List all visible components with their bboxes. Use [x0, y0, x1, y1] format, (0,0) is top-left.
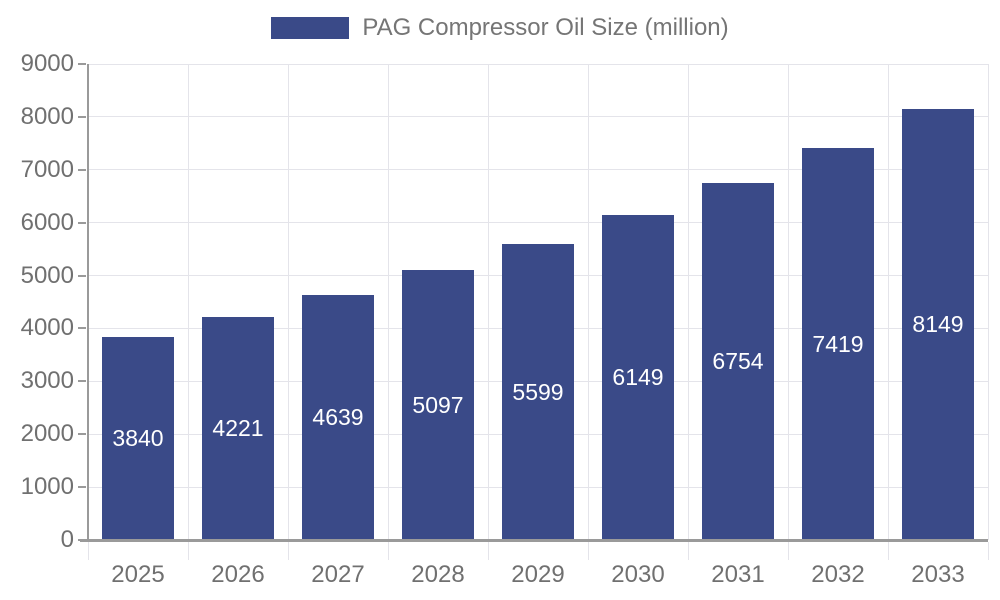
- h-gridline: [88, 116, 988, 118]
- bar-value-label: 4639: [312, 404, 364, 430]
- x-tick-label: 2029: [511, 561, 565, 588]
- x-tick-label: 2028: [411, 561, 465, 588]
- bar: 6754: [702, 183, 774, 540]
- x-tick-label: 2026: [211, 561, 265, 588]
- y-axis-tick: [78, 115, 86, 118]
- y-axis-tick: [78, 168, 86, 171]
- bar-value-label: 7419: [812, 330, 864, 357]
- x-tick-label: 2032: [811, 561, 865, 588]
- y-tick-label: 4000: [20, 314, 74, 342]
- y-axis-tick: [78, 433, 86, 436]
- legend-swatch: [271, 17, 350, 39]
- y-tick-label: 5000: [20, 261, 74, 289]
- x-axis-tick: [687, 542, 689, 560]
- y-axis-tick: [78, 274, 86, 277]
- x-tick-label: 2033: [911, 561, 965, 588]
- x-tick-label: 2031: [711, 561, 765, 588]
- x-axis-tick: [887, 542, 889, 560]
- v-gridline: [987, 64, 989, 540]
- x-tick-label: 2030: [611, 561, 665, 588]
- v-gridline: [787, 64, 789, 540]
- v-gridline: [387, 64, 389, 540]
- bar-value-label: 6149: [612, 364, 664, 390]
- y-tick-label: 8000: [20, 102, 74, 130]
- y-tick-label: 6000: [20, 208, 74, 236]
- v-gridline: [687, 64, 689, 540]
- y-axis-line: [87, 64, 89, 540]
- y-tick-label: 1000: [20, 473, 74, 501]
- x-axis-tick: [387, 542, 389, 560]
- bar-value-label: 4221: [212, 415, 264, 441]
- h-gridline: [88, 169, 988, 171]
- y-axis-tick: [78, 380, 86, 383]
- y-axis-tick: [78, 486, 86, 489]
- bar: 8149: [902, 109, 974, 540]
- chart-legend[interactable]: PAG Compressor Oil Size (million): [0, 14, 1000, 42]
- v-gridline: [587, 64, 589, 540]
- x-axis-tick: [987, 542, 989, 560]
- bar: 4639: [302, 295, 374, 540]
- bar-value-label: 8149: [912, 311, 964, 337]
- bar: 5097: [402, 270, 474, 540]
- x-axis-tick: [787, 542, 789, 560]
- v-gridline: [487, 64, 489, 540]
- y-tick-label: 2000: [20, 420, 74, 448]
- x-tick-label: 2027: [311, 561, 365, 588]
- x-axis-tick: [287, 542, 289, 560]
- v-gridline: [887, 64, 889, 540]
- x-axis-line: [80, 539, 988, 542]
- plot-area: 3840 4221 4639 5097 5599 6149 6754 7419 8149: [88, 63, 989, 540]
- bar-value-label: 3840: [112, 425, 164, 451]
- bar: 3840: [102, 337, 174, 540]
- y-axis-tick: [78, 539, 86, 541]
- v-gridline: [187, 64, 189, 540]
- bar-value-label: 5097: [412, 391, 464, 418]
- v-gridline: [287, 64, 289, 540]
- bar: 5599: [502, 244, 574, 540]
- y-tick-label: 0: [60, 526, 74, 553]
- bar: 7419: [802, 148, 874, 540]
- y-axis-tick: [78, 327, 86, 330]
- h-gridline: [88, 63, 988, 65]
- x-axis-tick: [487, 542, 489, 560]
- bar: 6149: [602, 215, 674, 540]
- y-tick-label: 7000: [20, 155, 74, 183]
- y-axis-tick: [78, 63, 86, 65]
- y-tick-label: 9000: [20, 50, 74, 77]
- x-axis-tick: [587, 542, 589, 560]
- x-tick-label: 2025: [111, 561, 165, 588]
- bar-value-label: 5599: [512, 378, 564, 405]
- legend-label: PAG Compressor Oil Size (million): [362, 14, 729, 41]
- x-axis-tick: [187, 542, 189, 560]
- bar: 4221: [202, 317, 274, 540]
- y-axis-tick: [78, 221, 86, 224]
- y-tick-label: 3000: [20, 367, 74, 395]
- x-axis-tick: [87, 542, 89, 560]
- bar-value-label: 6754: [712, 348, 764, 374]
- h-gridline: [88, 222, 988, 224]
